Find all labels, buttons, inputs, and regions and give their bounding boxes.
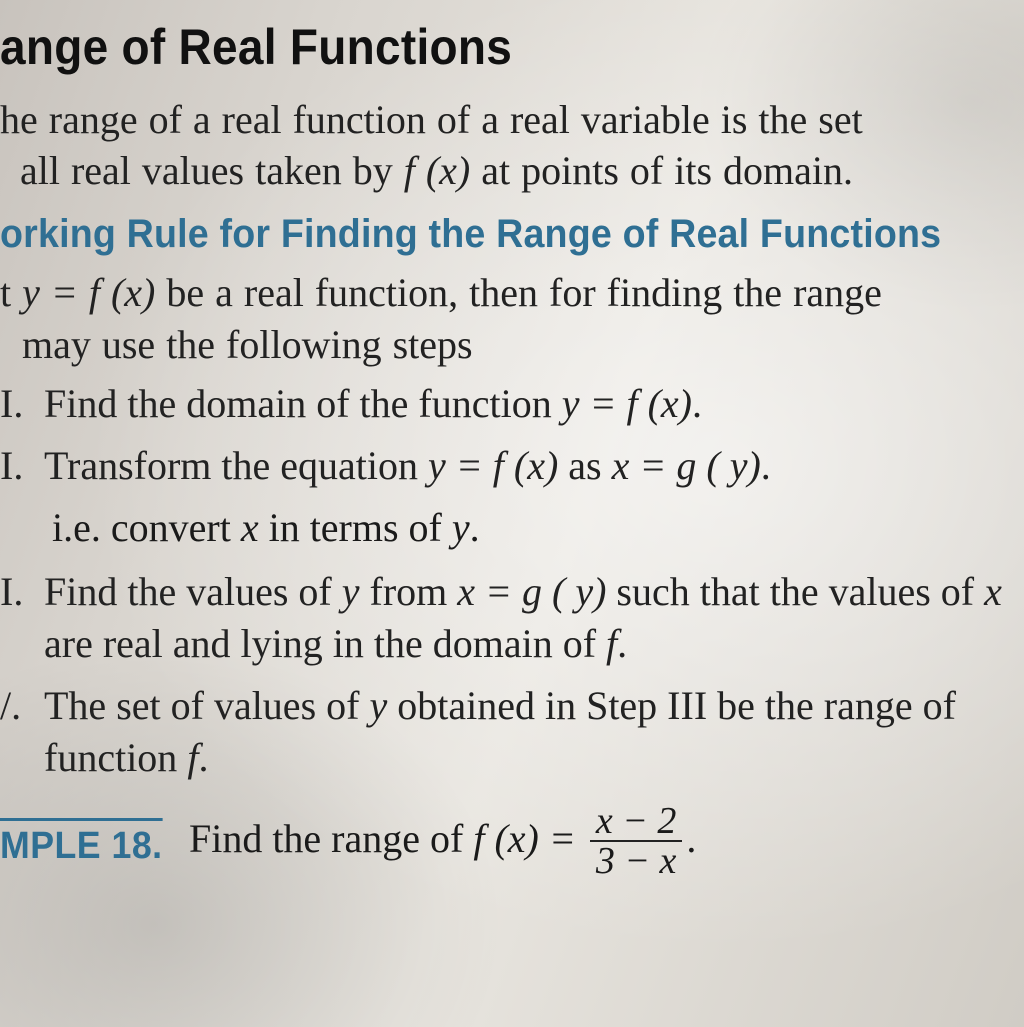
example-text: Find the range of f (x) = x − 2 3 − x . — [189, 804, 696, 882]
intro-line2: all real values taken by f (x) at points… — [20, 148, 853, 193]
step-2: I. Transform the equation y = f (x) as x… — [0, 440, 1012, 492]
lead-paragraph: t y = f (x) be a real function, then for… — [0, 267, 1012, 369]
subheading-working-rule: orking Rule for Finding the Range of Rea… — [0, 212, 951, 257]
fraction-numerator: x − 2 — [590, 802, 683, 842]
intro-line1: he range of a real function of a real va… — [0, 97, 863, 142]
step-number: I. — [0, 440, 30, 492]
step-3: I. Find the values of y from x = g ( y) … — [0, 566, 1012, 670]
textbook-page: ange of Real Functions he range of a rea… — [0, 18, 1012, 882]
step-number: I. — [0, 566, 30, 618]
fraction: x − 2 3 − x — [590, 802, 683, 880]
step-number: I. — [0, 378, 30, 430]
step-2-ie: i.e. convert x in terms of y. — [52, 502, 1012, 554]
intro-paragraph: he range of a real function of a real va… — [0, 94, 1012, 196]
example-18: MPLE 18. Find the range of f (x) = x − 2… — [0, 804, 1012, 882]
step-number: /. — [0, 680, 30, 732]
example-label: MPLE 18. — [0, 818, 163, 868]
step-1: I. Find the domain of the function y = f… — [0, 378, 1012, 430]
step-body: Transform the equation y = f (x) as x = … — [44, 440, 1012, 492]
step-4: /. The set of values of y obtained in St… — [0, 680, 1012, 784]
step-body: The set of values of y obtained in Step … — [44, 680, 1012, 784]
heading-range-of-real-functions: ange of Real Functions — [0, 18, 931, 76]
step-body: Find the domain of the function y = f (x… — [44, 378, 1012, 430]
step-body: Find the values of y from x = g ( y) suc… — [44, 566, 1012, 670]
fraction-denominator: 3 − x — [590, 842, 683, 880]
